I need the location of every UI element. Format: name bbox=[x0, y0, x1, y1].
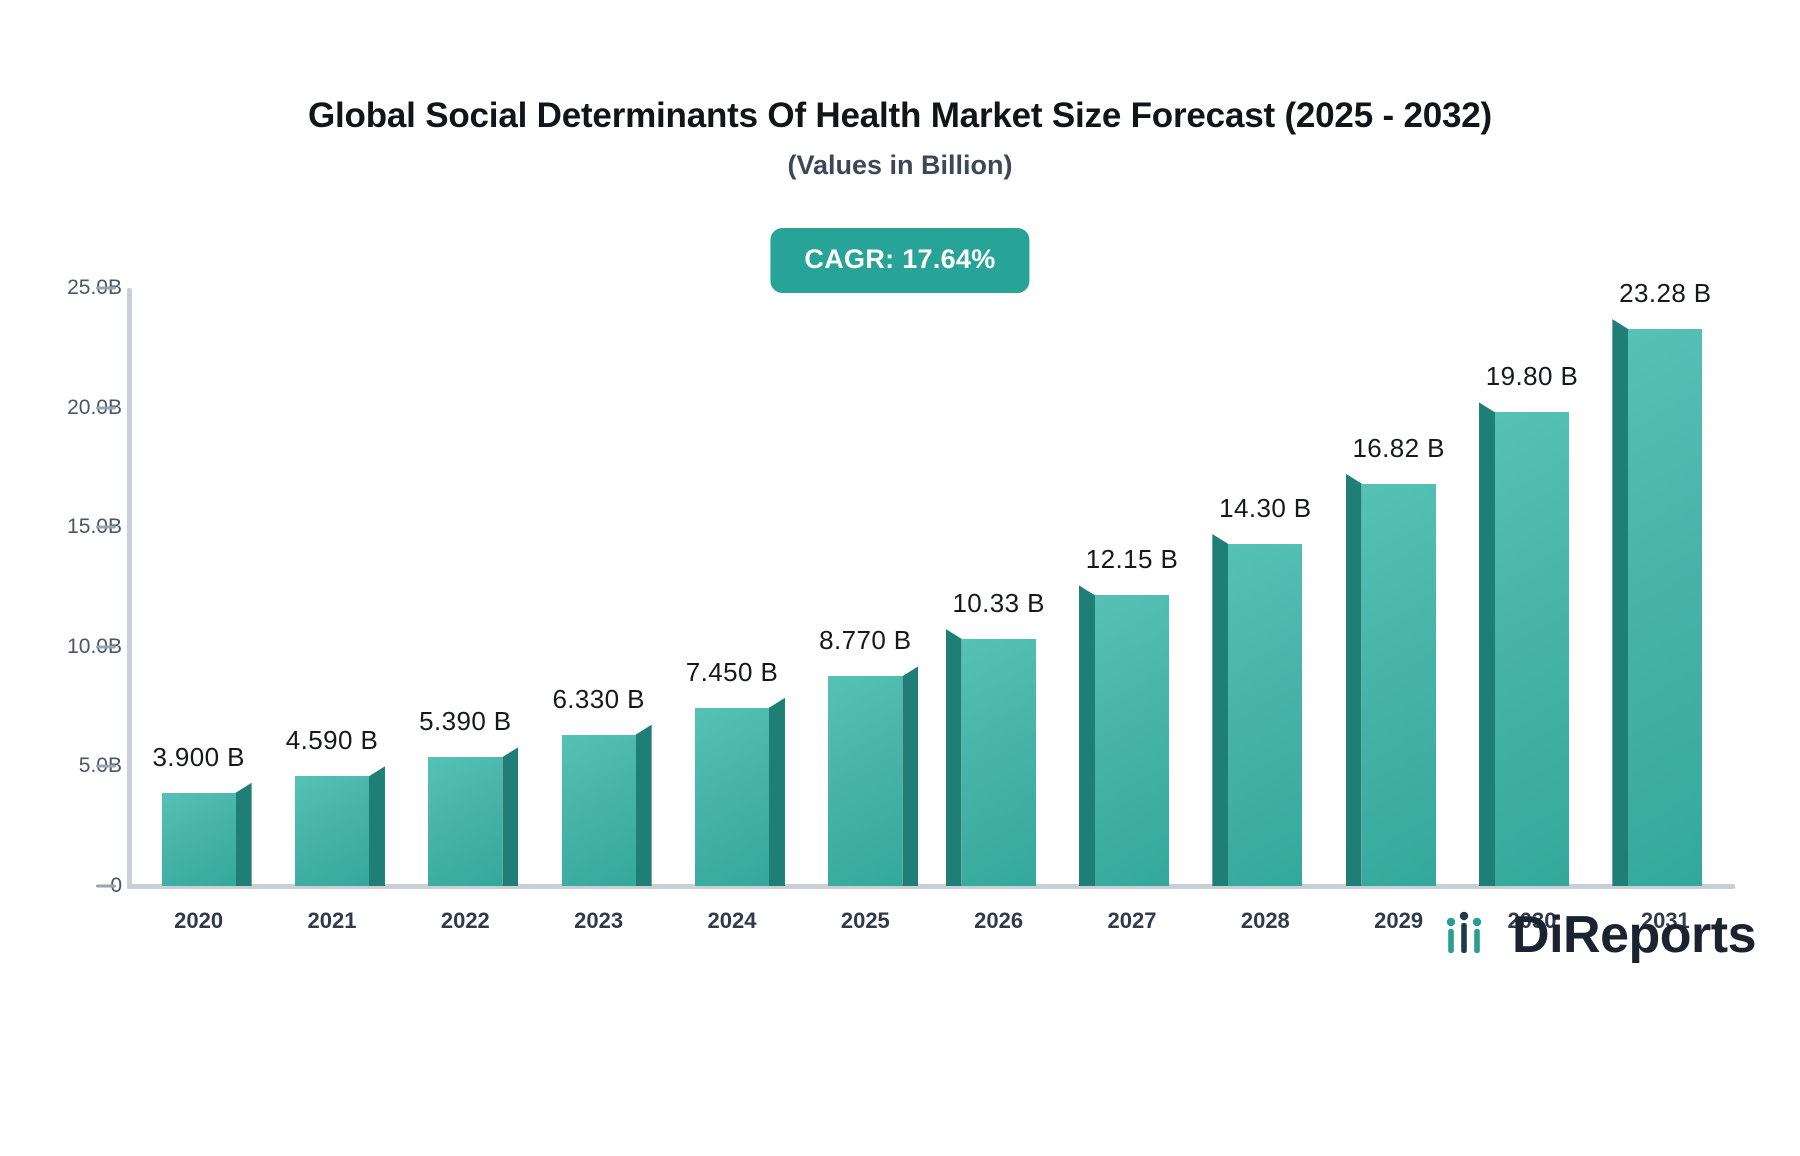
bar-side-face bbox=[369, 766, 385, 886]
bar bbox=[1479, 402, 1569, 886]
bar-front-face bbox=[1361, 483, 1436, 886]
bar-column: 19.80 B bbox=[1479, 288, 1578, 886]
bar-side-face bbox=[502, 747, 519, 886]
bar-column: 16.82 B bbox=[1345, 288, 1444, 886]
bar-side-face bbox=[1479, 402, 1495, 886]
bars-logo-icon bbox=[1444, 910, 1502, 961]
bar-side-face bbox=[1079, 585, 1095, 886]
bar-column: 3.900 B bbox=[152, 288, 252, 886]
y-axis-tick-mark bbox=[96, 525, 116, 529]
x-axis-tick-label: 2027 bbox=[1107, 908, 1157, 933]
bar bbox=[945, 628, 1036, 886]
bar-value-label: 14.30 B bbox=[1219, 492, 1312, 523]
bar-column: 8.770 B bbox=[819, 288, 919, 886]
x-axis-tick-label: 2031 bbox=[1640, 908, 1690, 933]
logo-text: DiReports bbox=[1512, 906, 1756, 964]
bar-side-face bbox=[1612, 319, 1629, 886]
bar-value-label: 23.28 B bbox=[1619, 278, 1712, 309]
bar-series: 3.900 B 4.590 B 5.390 B 6.330 B 7.450 B 8.770… bbox=[132, 278, 1732, 886]
bar-front-face bbox=[161, 792, 236, 886]
bar-side-face bbox=[235, 782, 252, 886]
bar-front-face bbox=[295, 776, 369, 886]
y-axis-line bbox=[127, 288, 132, 888]
y-axis-tick-mark bbox=[96, 764, 116, 768]
bar-column: 5.390 B bbox=[419, 288, 519, 886]
y-axis-tick-label: 10.0B bbox=[67, 634, 122, 658]
bar-side-face bbox=[1345, 473, 1362, 886]
bar-front-face bbox=[1228, 543, 1303, 886]
bar-column: 12.15 B bbox=[1079, 288, 1178, 886]
bar-front-face bbox=[1628, 329, 1703, 886]
bar bbox=[561, 724, 652, 886]
x-axis-tick-label: 2024 bbox=[707, 908, 757, 933]
x-axis-tick-label: 2021 bbox=[307, 908, 357, 933]
direports-logo: DiReports bbox=[1444, 909, 1756, 961]
bar-value-label: 8.770 B bbox=[819, 625, 912, 656]
bar-column: 23.28 B bbox=[1612, 278, 1711, 886]
bar-side-face bbox=[635, 724, 652, 886]
bar bbox=[1079, 585, 1169, 886]
y-axis-tick-label: 0 bbox=[110, 874, 122, 897]
bar-column: 6.330 B bbox=[552, 288, 652, 886]
cagr-badge: CAGR: 17.64% bbox=[770, 228, 1030, 293]
bar-value-label: 7.450 B bbox=[685, 656, 779, 687]
bar bbox=[695, 697, 785, 886]
bar-value-label: 4.590 B bbox=[285, 725, 379, 756]
bar-value-label: 19.80 B bbox=[1485, 361, 1579, 392]
bar-front-face bbox=[695, 707, 769, 886]
bar-side-face bbox=[1212, 533, 1229, 886]
bar-value-label: 5.390 B bbox=[419, 706, 512, 737]
y-axis-tick-label: 20.0B bbox=[67, 395, 122, 419]
bar-side-face bbox=[769, 697, 785, 886]
bar bbox=[161, 782, 252, 886]
bar-column: 4.590 B bbox=[286, 288, 385, 886]
bar-front-face bbox=[961, 638, 1036, 886]
bar bbox=[1345, 473, 1436, 886]
y-axis-tick-mark bbox=[96, 884, 116, 888]
x-axis-tick-label: 2030 bbox=[1507, 908, 1557, 933]
y-axis-tick-mark bbox=[96, 286, 116, 290]
x-axis-line bbox=[127, 884, 1735, 889]
x-axis-tick-label: 2028 bbox=[1240, 908, 1290, 933]
x-axis-tick-label: 2029 bbox=[1374, 908, 1424, 933]
bar-value-label: 16.82 B bbox=[1352, 432, 1445, 463]
bar bbox=[295, 766, 385, 886]
x-axis-tick-label: 2022 bbox=[440, 908, 490, 933]
bar-side-face bbox=[902, 666, 919, 886]
bar-value-label: 6.330 B bbox=[552, 683, 645, 714]
bar bbox=[428, 747, 519, 886]
bar-front-face bbox=[1095, 595, 1169, 886]
x-axis-tick-label: 2020 bbox=[174, 908, 224, 933]
bar bbox=[828, 666, 919, 886]
bar-front-face bbox=[828, 676, 903, 886]
x-axis-tick-label: 2023 bbox=[574, 908, 624, 933]
bar bbox=[1212, 533, 1303, 886]
bar-value-label: 10.33 B bbox=[952, 587, 1045, 618]
bar-value-label: 12.15 B bbox=[1085, 544, 1179, 575]
y-axis-tick-label: 15.0B bbox=[67, 515, 122, 539]
bar-side-face bbox=[945, 628, 962, 886]
bar-column: 7.450 B bbox=[686, 288, 785, 886]
bar-front-face bbox=[1495, 412, 1569, 886]
bar-column: 10.33 B bbox=[945, 288, 1044, 886]
bar bbox=[1612, 319, 1703, 886]
bar-front-face bbox=[561, 734, 636, 886]
bar-column: 14.30 B bbox=[1212, 288, 1311, 886]
y-axis-tick-mark bbox=[96, 645, 116, 649]
x-axis-tick-label: 2025 bbox=[840, 908, 890, 933]
bar-front-face bbox=[428, 757, 503, 886]
y-axis-tick-mark bbox=[96, 406, 116, 410]
y-axis-tick-label: 25.0B bbox=[67, 276, 122, 299]
x-axis-tick-label: 2026 bbox=[974, 908, 1024, 933]
bar-value-label: 3.900 B bbox=[152, 741, 245, 772]
